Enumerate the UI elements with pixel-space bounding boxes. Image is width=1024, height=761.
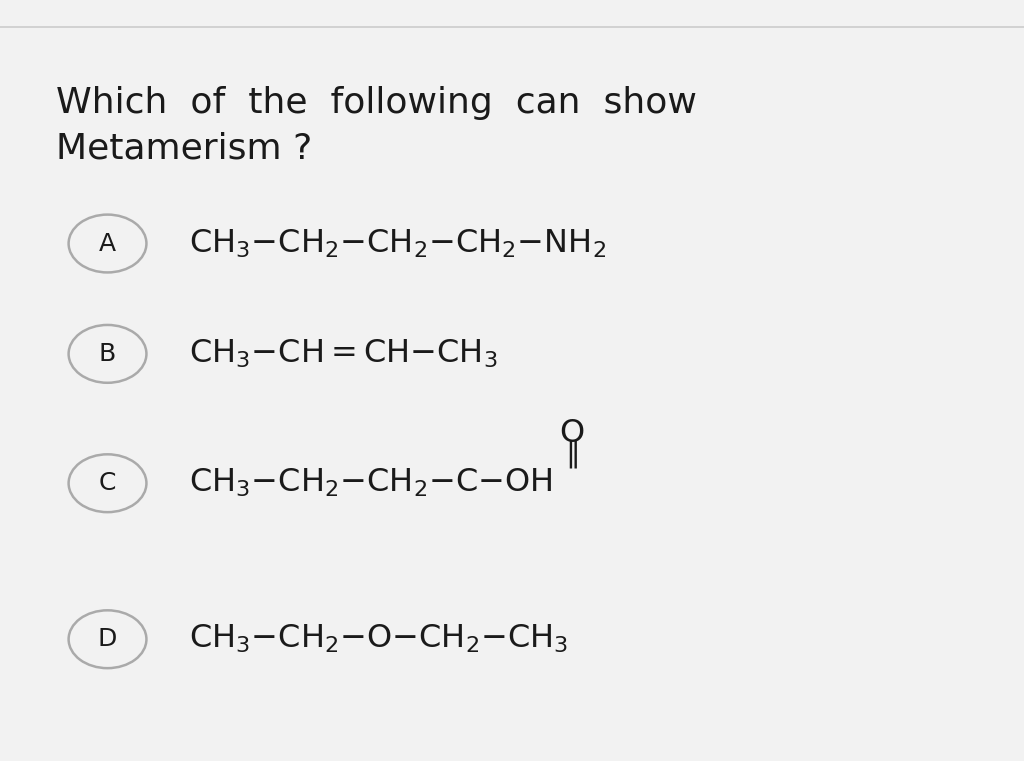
Text: $\mathrm{O}$: $\mathrm{O}$ <box>559 419 584 449</box>
Text: $\mathrm{\|}$: $\mathrm{\|}$ <box>565 438 578 470</box>
Text: $\mathrm{CH_3{-}CH_2{-}O{-}CH_2{-}CH_3}$: $\mathrm{CH_3{-}CH_2{-}O{-}CH_2{-}CH_3}$ <box>189 623 568 655</box>
Text: $\mathrm{CH_3{-}CH_2{-}CH_2{-}C{-}OH}$: $\mathrm{CH_3{-}CH_2{-}CH_2{-}C{-}OH}$ <box>189 467 553 499</box>
Text: Metamerism ?: Metamerism ? <box>56 132 312 165</box>
Text: A: A <box>99 231 116 256</box>
Text: C: C <box>99 471 116 495</box>
Text: B: B <box>99 342 116 366</box>
Text: Which  of  the  following  can  show: Which of the following can show <box>56 86 697 119</box>
Text: D: D <box>98 627 117 651</box>
Text: $\mathrm{CH_3{-}CH_2{-}CH_2{-}CH_2{-}NH_2}$: $\mathrm{CH_3{-}CH_2{-}CH_2{-}CH_2{-}NH_… <box>189 228 606 260</box>
Text: $\mathrm{CH_3{-}CH{=}CH{-}CH_3}$: $\mathrm{CH_3{-}CH{=}CH{-}CH_3}$ <box>189 338 498 370</box>
